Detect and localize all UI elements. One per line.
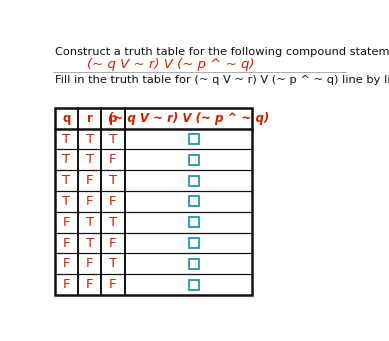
Text: T: T xyxy=(62,133,70,146)
Text: Construct a truth table for the following compound statement.: Construct a truth table for the followin… xyxy=(55,47,389,57)
Bar xyxy=(189,176,199,186)
Bar xyxy=(189,134,199,144)
Text: p: p xyxy=(109,112,117,125)
Text: F: F xyxy=(109,153,117,166)
Text: Fill in the truth table for (~ q V ~ r) V (~ p ^ ~ q) line by line.: Fill in the truth table for (~ q V ~ r) … xyxy=(55,75,389,85)
Bar xyxy=(189,238,199,248)
Text: T: T xyxy=(86,237,94,250)
Text: (~ q V ~ r) V (~ p ^ ~ q): (~ q V ~ r) V (~ p ^ ~ q) xyxy=(88,58,255,71)
Text: F: F xyxy=(63,278,70,291)
Text: T: T xyxy=(62,153,70,166)
Text: T: T xyxy=(109,216,117,229)
Bar xyxy=(189,196,199,206)
Text: F: F xyxy=(86,278,93,291)
Text: F: F xyxy=(86,257,93,270)
Text: T: T xyxy=(109,174,117,187)
Text: F: F xyxy=(86,174,93,187)
Text: F: F xyxy=(109,237,117,250)
Text: F: F xyxy=(63,216,70,229)
Text: r: r xyxy=(87,112,93,125)
Bar xyxy=(189,217,199,227)
Text: T: T xyxy=(62,174,70,187)
Text: F: F xyxy=(63,257,70,270)
Text: T: T xyxy=(86,216,94,229)
Text: T: T xyxy=(86,153,94,166)
Text: q: q xyxy=(62,112,71,125)
Text: F: F xyxy=(109,278,117,291)
Text: T: T xyxy=(86,133,94,146)
Text: T: T xyxy=(109,133,117,146)
Text: F: F xyxy=(86,195,93,208)
Text: F: F xyxy=(63,237,70,250)
Bar xyxy=(55,108,252,295)
Text: F: F xyxy=(109,195,117,208)
Text: T: T xyxy=(62,195,70,208)
Bar xyxy=(189,259,199,269)
Bar xyxy=(189,280,199,290)
Text: T: T xyxy=(109,257,117,270)
Bar xyxy=(189,155,199,165)
Text: (~ q V ~ r) V (~ p ^ ~ q): (~ q V ~ r) V (~ p ^ ~ q) xyxy=(108,112,269,125)
